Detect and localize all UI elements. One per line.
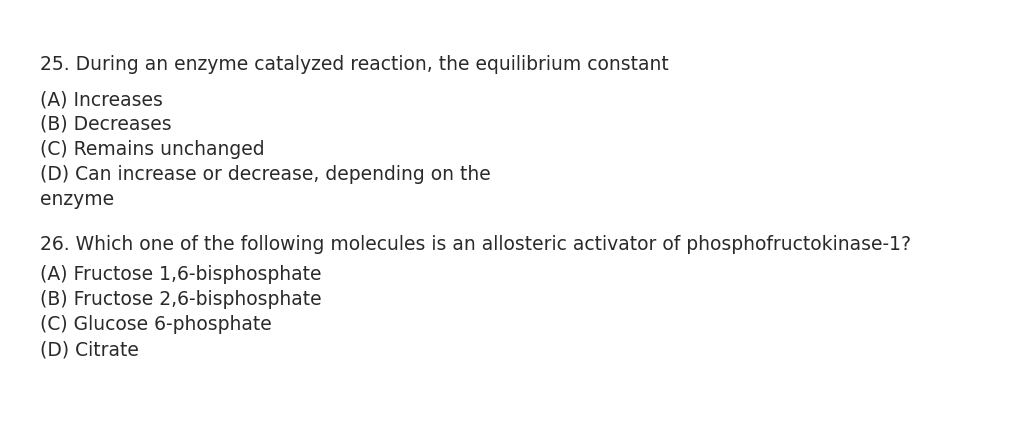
Text: 26. Which one of the following molecules is an allosteric activator of phosphofr: 26. Which one of the following molecules… — [40, 235, 911, 254]
Text: (D) Citrate: (D) Citrate — [40, 340, 139, 359]
Text: 25. During an enzyme catalyzed reaction, the equilibrium constant: 25. During an enzyme catalyzed reaction,… — [40, 55, 669, 74]
Text: (A) Increases: (A) Increases — [40, 90, 163, 109]
Text: (B) Fructose 2,6-bisphosphate: (B) Fructose 2,6-bisphosphate — [40, 290, 322, 309]
Text: (C) Glucose 6-phosphate: (C) Glucose 6-phosphate — [40, 315, 271, 334]
Text: enzyme: enzyme — [40, 190, 114, 209]
Text: (C) Remains unchanged: (C) Remains unchanged — [40, 140, 264, 159]
Text: (B) Decreases: (B) Decreases — [40, 115, 172, 134]
Text: (D) Can increase or decrease, depending on the: (D) Can increase or decrease, depending … — [40, 165, 490, 184]
Text: (A) Fructose 1,6-bisphosphate: (A) Fructose 1,6-bisphosphate — [40, 265, 322, 284]
